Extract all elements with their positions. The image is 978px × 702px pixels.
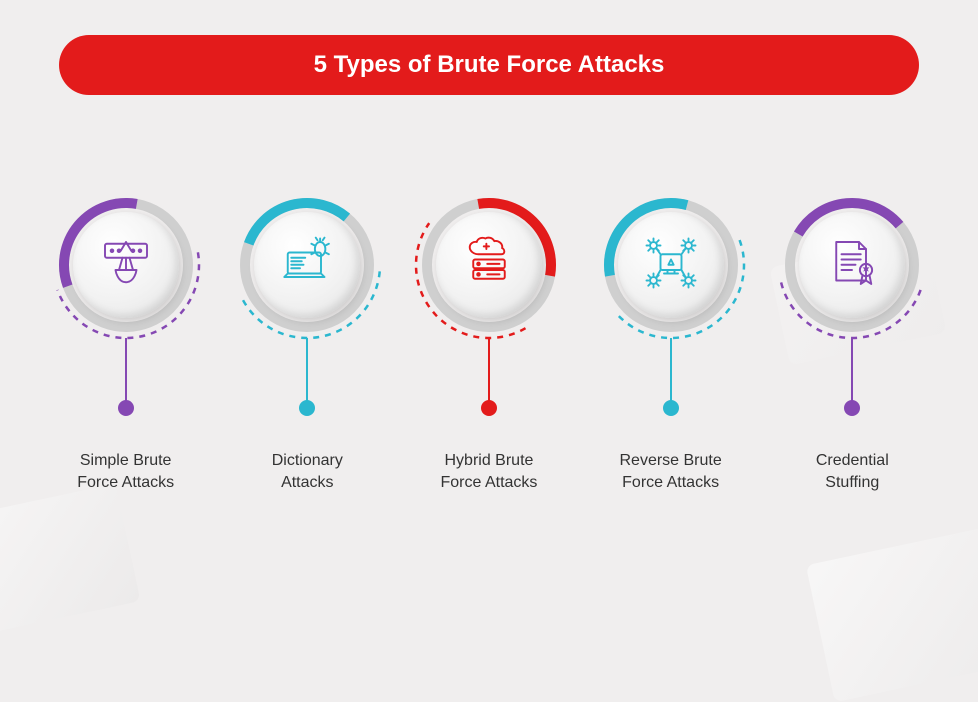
- item-credential: Credential Stuffing: [766, 190, 938, 493]
- medallion: [51, 190, 201, 340]
- medallion-core: [799, 212, 905, 318]
- connector-dot: [663, 400, 679, 416]
- laptop-bug-icon: [279, 235, 335, 296]
- item-label: Simple Brute Force Attacks: [77, 450, 174, 493]
- connector-stem: [670, 338, 672, 403]
- connector-stem: [125, 338, 127, 403]
- medallion: [596, 190, 746, 340]
- item-label: Credential Stuffing: [816, 450, 889, 493]
- title-banner: 5 Types of Brute Force Attacks: [59, 35, 919, 95]
- item-dictionary: Dictionary Attacks: [221, 190, 393, 493]
- medallion-core: [618, 212, 724, 318]
- item-simple: Simple Brute Force Attacks: [40, 190, 212, 493]
- items-row: Simple Brute Force Attacks Dictionary At…: [0, 190, 978, 493]
- connector-stem: [306, 338, 308, 403]
- bg-decoration: [0, 484, 141, 639]
- connector-stem: [851, 338, 853, 403]
- medallion-core: [436, 212, 542, 318]
- screen-gears-icon: [643, 235, 699, 296]
- item-label: Reverse Brute Force Attacks: [619, 450, 721, 493]
- connector-dot: [299, 400, 315, 416]
- certificate-icon: [824, 235, 880, 296]
- bg-decoration: [806, 520, 978, 702]
- medallion-core: [254, 212, 360, 318]
- title-text: 5 Types of Brute Force Attacks: [314, 51, 665, 79]
- connector-stem: [488, 338, 490, 403]
- item-label: Hybrid Brute Force Attacks: [441, 450, 538, 493]
- connector-dot: [844, 400, 860, 416]
- cloud-server-icon: [461, 235, 517, 296]
- connector-dot: [481, 400, 497, 416]
- item-reverse: Reverse Brute Force Attacks: [585, 190, 757, 493]
- medallion: [777, 190, 927, 340]
- medallion-core: [73, 212, 179, 318]
- item-hybrid: Hybrid Brute Force Attacks: [403, 190, 575, 493]
- connector-dot: [118, 400, 134, 416]
- medallion: [414, 190, 564, 340]
- medallion: [232, 190, 382, 340]
- item-label: Dictionary Attacks: [272, 450, 343, 493]
- password-crack-icon: [98, 235, 154, 296]
